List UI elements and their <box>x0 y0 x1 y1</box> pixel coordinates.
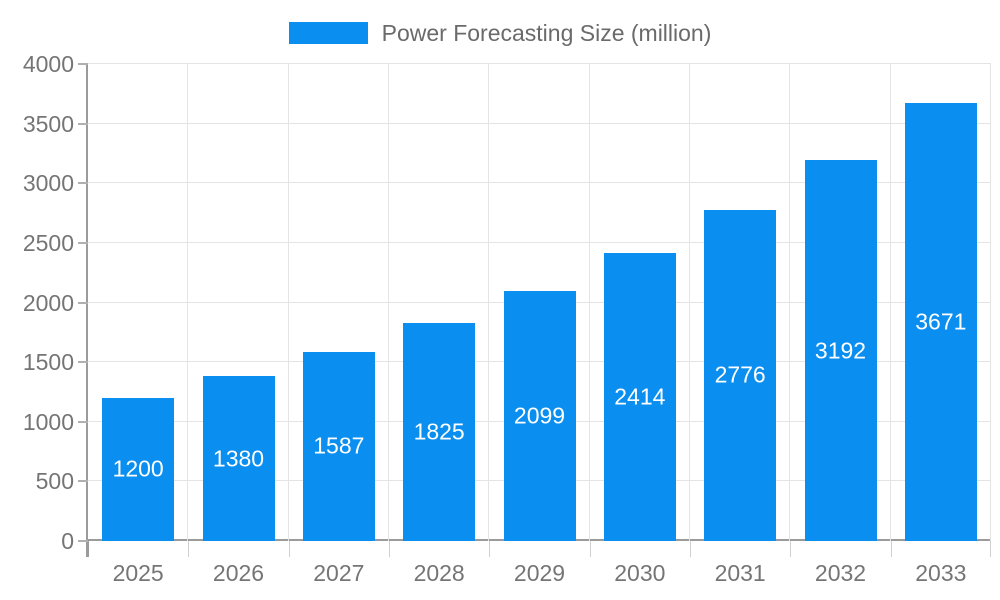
x-axis-tick <box>188 541 190 557</box>
y-axis-label: 3000 <box>22 170 74 197</box>
y-axis-tick <box>78 301 88 304</box>
x-axis-label: 2033 <box>915 560 967 586</box>
gridline-vertical <box>889 64 891 541</box>
gridline-vertical <box>789 64 791 541</box>
bar-value-label: 1825 <box>413 418 465 445</box>
y-axis-tick <box>78 361 88 364</box>
bar-value-label: 1380 <box>212 445 265 472</box>
y-axis-label: 500 <box>35 468 74 495</box>
x-axis-tick <box>288 541 290 557</box>
gridline-horizontal <box>88 241 991 243</box>
bar-2026[interactable]: 1380 <box>202 376 275 541</box>
gridline-horizontal <box>88 182 991 184</box>
x-axis-label: 2030 <box>614 560 666 586</box>
gridline-vertical <box>488 64 490 541</box>
bar-value-label: 3671 <box>915 308 967 335</box>
plot-area: 1200 1380 1587 1825 2099 2414 2776 3192 3671 <box>88 63 991 541</box>
gridline-vertical <box>689 64 690 541</box>
x-axis-label: 2032 <box>814 560 867 586</box>
y-axis-line <box>86 64 88 557</box>
x-axis-label: 2027 <box>313 560 365 586</box>
y-axis-tick <box>78 420 88 423</box>
legend-label: Power Forecasting Size (million) <box>381 20 712 46</box>
bar-2027[interactable]: 1587 <box>302 351 375 541</box>
bar-value-label: 2776 <box>714 361 766 388</box>
bar-value-label: 3192 <box>814 337 867 364</box>
x-axis-tick <box>990 541 991 557</box>
x-axis-tick <box>890 541 892 557</box>
x-axis-label: 2031 <box>714 560 766 586</box>
bar-2030[interactable]: 2414 <box>603 253 676 541</box>
legend[interactable]: Power Forecasting Size (million) <box>0 15 1000 51</box>
bar-2025[interactable]: 1200 <box>102 397 175 541</box>
gridline-vertical <box>287 64 289 541</box>
gridline-vertical <box>388 64 389 541</box>
y-axis-label: 2000 <box>22 289 74 316</box>
gridline-horizontal <box>88 63 991 64</box>
y-axis-tick <box>78 63 88 65</box>
y-axis-tick <box>78 241 88 244</box>
x-axis-tick <box>389 541 390 557</box>
x-axis-tick <box>690 541 691 557</box>
x-axis-label: 2025 <box>112 560 164 586</box>
gridline-horizontal <box>88 122 991 124</box>
y-axis-tick <box>78 480 88 483</box>
y-axis-label: 0 <box>61 528 74 554</box>
y-axis-label: 1500 <box>22 349 74 376</box>
bar-value-label: 1200 <box>112 455 164 482</box>
bar-2029[interactable]: 2099 <box>503 290 576 541</box>
y-axis-label: 4000 <box>22 51 74 77</box>
x-axis-tick <box>489 541 491 557</box>
gridline-vertical <box>588 64 590 541</box>
gridline-vertical <box>990 64 991 541</box>
bar-2033[interactable]: 3671 <box>904 103 977 541</box>
bar-2032[interactable]: 3192 <box>804 160 877 541</box>
gridline-vertical <box>187 64 189 541</box>
y-axis-label: 2500 <box>22 229 74 256</box>
y-axis-label: 3500 <box>22 110 74 137</box>
x-axis-label: 2028 <box>413 560 465 586</box>
y-axis-tick <box>78 540 88 542</box>
bar-value-label: 1587 <box>313 432 365 459</box>
y-axis-tick <box>78 122 88 125</box>
y-axis-tick <box>78 182 88 185</box>
y-axis-label: 1000 <box>22 408 74 435</box>
x-axis-tick <box>88 541 89 557</box>
bar-2031[interactable]: 2776 <box>704 209 777 541</box>
x-axis-label: 2029 <box>513 560 566 586</box>
bar-value-label: 2414 <box>614 383 666 410</box>
x-axis-tick <box>790 541 792 557</box>
bar-value-label: 2099 <box>513 402 566 429</box>
x-axis-label: 2026 <box>212 560 265 586</box>
legend-swatch-icon <box>288 22 368 44</box>
x-axis-tick <box>589 541 591 557</box>
bar-2028[interactable]: 1825 <box>403 323 476 541</box>
